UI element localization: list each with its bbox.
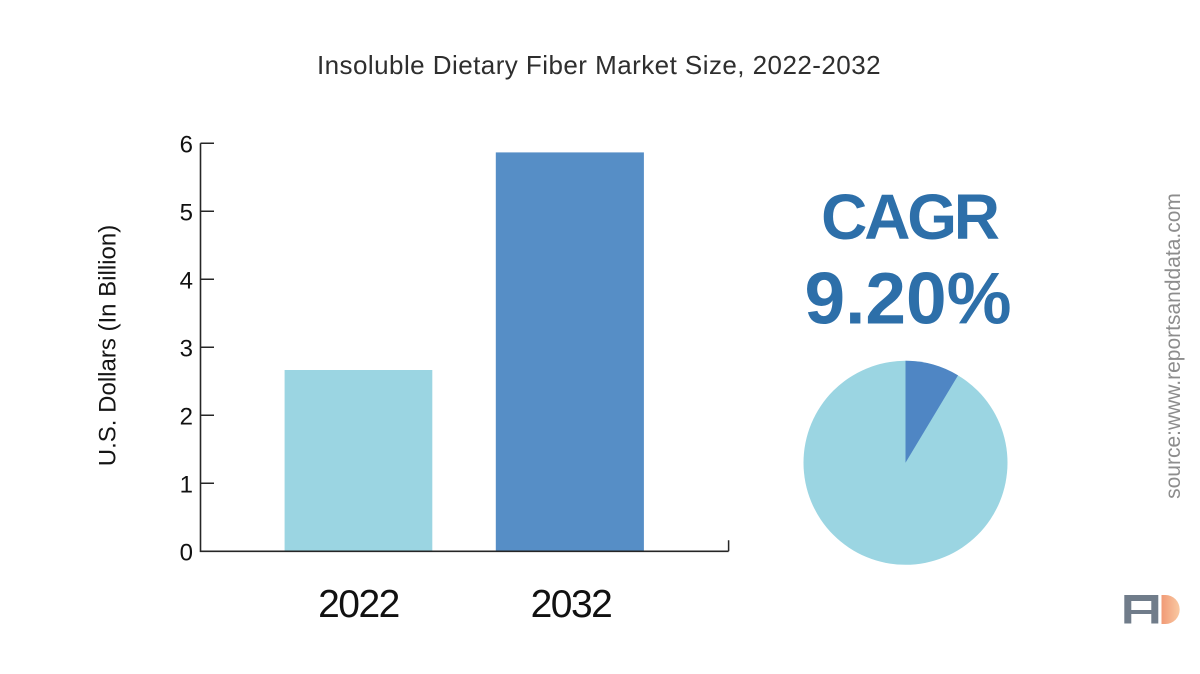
svg-text:source:www.reportsanddata.com: source:www.reportsanddata.com [1162,193,1185,499]
svg-text:6: 6 [180,132,193,159]
svg-text:2022: 2022 [318,583,399,626]
svg-text:2032: 2032 [531,583,612,626]
svg-text:Insoluble Dietary Fiber Market: Insoluble Dietary Fiber Market Size, 202… [317,50,881,80]
svg-text:CAGR: CAGR [821,181,999,253]
svg-text:1: 1 [180,472,193,499]
svg-text:2: 2 [180,404,193,431]
svg-text:5: 5 [180,200,193,227]
svg-text:0: 0 [180,540,193,567]
svg-text:U.S. Dollars (In Billion): U.S. Dollars (In Billion) [95,225,122,466]
svg-text:4: 4 [180,268,193,295]
svg-text:9.20%: 9.20% [805,259,1012,340]
svg-text:3: 3 [180,336,193,363]
